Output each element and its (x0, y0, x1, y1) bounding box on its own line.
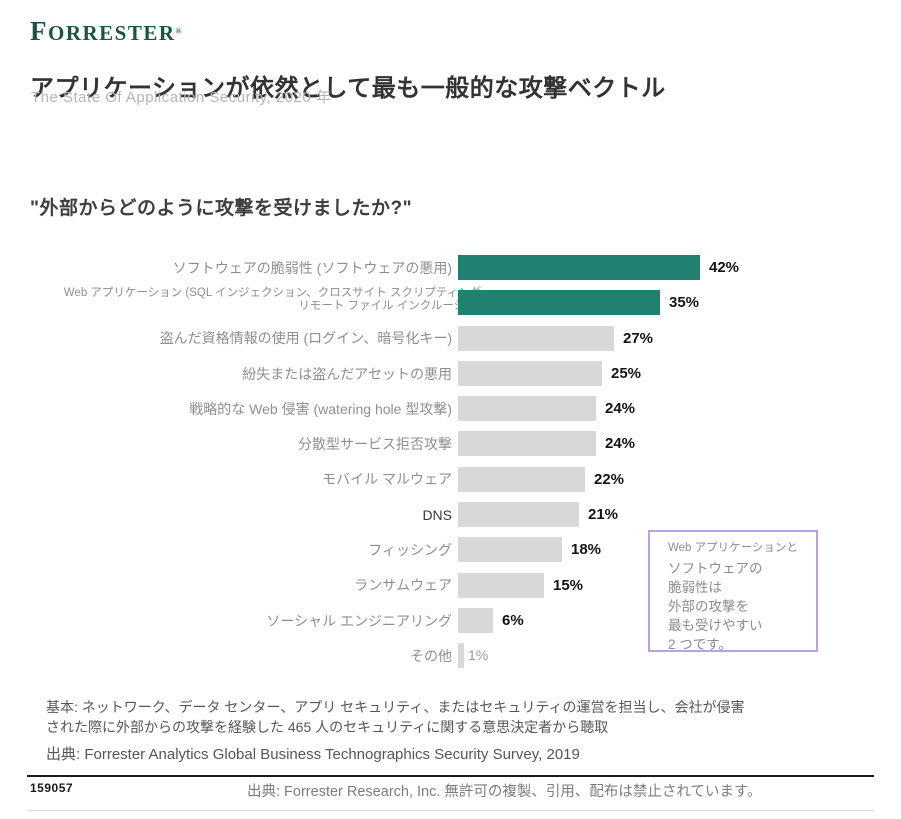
chart-row: ソーシャル エンジニアリング 6% (30, 603, 875, 638)
divider (27, 775, 874, 777)
category-label: Web アプリケーション (SQL インジェクション、クロスサイト スクリプティ… (63, 287, 492, 313)
category-label: ソーシャル エンジニアリング (266, 612, 452, 629)
category-label: モバイル マルウェア (322, 471, 452, 488)
category-label: 紛失または盗んだアセットの悪用 (242, 365, 452, 382)
document-number: 159057 (30, 781, 74, 795)
value-label: 22% (594, 470, 625, 488)
value-label: 6% (502, 611, 524, 629)
chart-row: 戦略的な Web 侵害 (watering hole 型攻撃) 24% (30, 391, 875, 426)
chart-row: Web アプリケーション (SQL インジェクション、クロスサイト スクリプティ… (30, 285, 875, 320)
category-label: その他 (410, 647, 452, 664)
chart-row: ランサムウェア 15% (30, 568, 875, 603)
bar (458, 643, 464, 669)
callout-box: Web アプリケーションと ソフトウェアの 脆弱性は 外部の攻撃を 最も受けやす… (648, 530, 818, 652)
chart-row: DNS 21% (30, 497, 875, 532)
category-label: 分散型サービス拒否攻撃 (298, 436, 452, 453)
value-label: 42% (709, 259, 740, 276)
bar (458, 537, 562, 563)
value-label: 18% (571, 541, 602, 559)
value-label: 1% (468, 647, 489, 664)
category-label: 戦略的な Web 侵害 (watering hole 型攻撃) (189, 400, 452, 417)
value-label: 24% (605, 400, 636, 418)
category-label: ランサムウェア (354, 577, 452, 594)
chart-row: その他 1% (30, 638, 875, 673)
bar (458, 255, 700, 280)
chart-row: 盗んだ資格情報の使用 (ログイン、暗号化キー) 27% (30, 321, 875, 356)
bar (458, 290, 660, 316)
value-label: 21% (588, 506, 619, 524)
category-label: DNS (422, 506, 452, 523)
chart-row: 分散型サービス拒否攻撃 24% (30, 426, 875, 461)
bar (458, 607, 493, 633)
footnote-source: 出典: Forrester Analytics Global Business … (46, 746, 580, 763)
footnote-base: 基本: ネットワーク、データ センター、アプリ セキュリティ、またはセキュリティ… (46, 699, 745, 735)
value-label: 24% (605, 435, 636, 453)
category-label: ソフトウェアの脆弱性 (ソフトウェアの悪用) (172, 259, 452, 276)
chart-row: モバイル マルウェア 22% (30, 462, 875, 497)
bar (458, 466, 585, 492)
callout-body: ソフトウェアの 脆弱性は 外部の攻撃を 最も受けやすい 2 つです。 (668, 561, 763, 652)
bar (458, 431, 596, 457)
value-label: 15% (553, 576, 584, 594)
copyright-notice: 出典: Forrester Research, Inc. 無許可の複製、引用、配… (247, 784, 762, 800)
bar (458, 325, 614, 351)
value-label: 25% (611, 364, 642, 382)
bar (458, 572, 544, 598)
registered-trademark-icon: ® (175, 26, 184, 36)
callout-intro: Web アプリケーションと (668, 542, 798, 554)
category-label: フィッシング (368, 542, 452, 559)
bar (458, 360, 602, 386)
survey-question: "外部からどのように攻撃を受けましたか?" (30, 198, 413, 219)
page-title: アプリケーションが依然として最も一般的な攻撃ベクトル (30, 75, 666, 103)
category-label: 盗んだ資格情報の使用 (ログイン、暗号化キー) (159, 330, 452, 347)
bar (458, 396, 596, 422)
chart-row: 紛失または盗んだアセットの悪用 25% (30, 356, 875, 391)
value-label: 35% (669, 294, 700, 312)
forrester-logo: FORRESTER® (30, 16, 183, 47)
bottom-edge-divider (27, 810, 874, 811)
chart-row: ソフトウェアの脆弱性 (ソフトウェアの悪用) 42% (30, 250, 875, 285)
chart-row: フィッシング 18% (30, 532, 875, 567)
forrester-logo-text: FORRESTER (30, 16, 176, 46)
page-subtitle: The State Of Application Security, 2020 … (31, 89, 332, 106)
attack-vector-bar-chart: ソフトウェアの脆弱性 (ソフトウェアの悪用) 42% Web アプリケーション (S… (30, 250, 875, 675)
bar (458, 502, 579, 528)
value-label: 27% (623, 329, 654, 347)
